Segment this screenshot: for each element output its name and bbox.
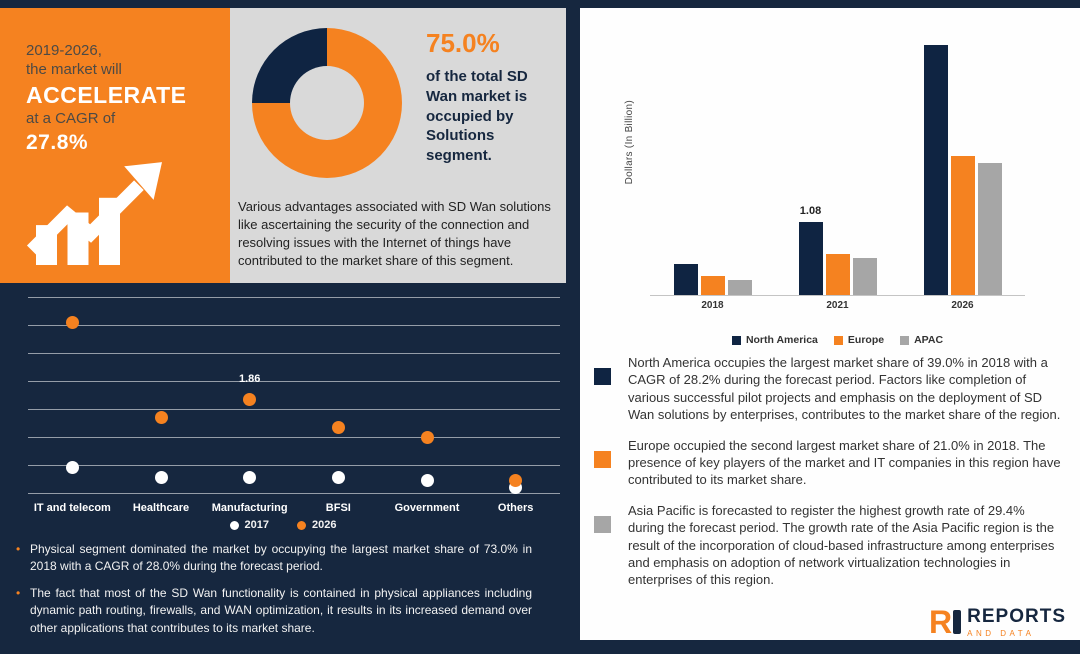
category-label: IT and telecom bbox=[33, 502, 111, 514]
logo-text: REPORTS AND DATA bbox=[967, 607, 1066, 638]
legend-item: APAC bbox=[900, 334, 943, 346]
cagr-value: 27.8% bbox=[26, 130, 89, 154]
bar-north-america bbox=[798, 221, 823, 295]
logo-name: REPORTS bbox=[967, 605, 1066, 627]
region-note-europe: Europe occupied the second largest marke… bbox=[594, 437, 1064, 489]
dot-2026 bbox=[420, 431, 434, 445]
category-label: Others bbox=[497, 502, 534, 514]
segments-panel: IT and telecom Healthcare Manufacturing BFS… bbox=[0, 283, 566, 654]
region-note-north-america: North America occupies the largest marke… bbox=[594, 354, 1064, 424]
dot-plot-legend: 2017 2026 bbox=[0, 519, 566, 531]
vertical-divider bbox=[566, 0, 580, 654]
tick-label: 2018 bbox=[701, 300, 724, 311]
top-bar bbox=[0, 0, 1080, 8]
gridline bbox=[28, 409, 560, 410]
gridline bbox=[28, 493, 560, 494]
reports-and-data-logo: R REPORTS AND DATA bbox=[929, 606, 1066, 638]
bar-north-america bbox=[673, 263, 698, 295]
bar-europe bbox=[950, 156, 975, 295]
legend-item: Europe bbox=[833, 334, 885, 346]
gridline bbox=[28, 353, 560, 354]
legend-swatch bbox=[731, 335, 741, 345]
bar-north-america bbox=[923, 44, 948, 295]
logo-subtitle: AND DATA bbox=[967, 628, 1035, 638]
legend-label: 2017 bbox=[244, 519, 269, 531]
accelerate-line-cagr: at a CAGR of bbox=[26, 109, 116, 127]
solutions-callout: 75.0% of the total SD Wan market is occu… bbox=[426, 28, 558, 166]
gridline bbox=[28, 465, 560, 466]
accelerate-line-market: the market will bbox=[26, 60, 122, 78]
dot-2026 bbox=[331, 421, 345, 435]
bar-europe bbox=[700, 276, 725, 295]
growth-arrow-icon bbox=[26, 162, 162, 265]
category-label: Healthcare bbox=[132, 502, 190, 514]
bar-legend: North America Europe APAC bbox=[650, 334, 1025, 346]
logo-bracket bbox=[953, 610, 962, 634]
dot-2017 bbox=[65, 461, 79, 475]
solutions-percent: 75.0% bbox=[426, 28, 500, 58]
europe-bullet-square bbox=[594, 450, 611, 468]
tick-label: 2021 bbox=[826, 300, 849, 311]
category-label: Government bbox=[394, 502, 460, 514]
gridline bbox=[28, 325, 560, 326]
segment-dot-plot: IT and telecom Healthcare Manufacturing BFS… bbox=[28, 297, 560, 514]
legend-label: 2026 bbox=[312, 519, 337, 531]
legend-swatch bbox=[900, 335, 910, 345]
legend-label: APAC bbox=[914, 334, 944, 346]
dot-2017 bbox=[331, 471, 345, 485]
legend-item: 2017 bbox=[229, 519, 269, 531]
data-label: 1.86 bbox=[238, 372, 261, 385]
bar-apac bbox=[727, 280, 752, 295]
dot-2017 bbox=[243, 471, 257, 485]
legend-item: 2026 bbox=[297, 519, 336, 531]
region-notes: North America occupies the largest marke… bbox=[594, 354, 1064, 602]
gridline bbox=[28, 297, 560, 298]
solutions-panel: 75.0% of the total SD Wan market is occu… bbox=[230, 8, 566, 283]
tick-label: 2026 bbox=[951, 300, 974, 311]
accelerate-text: 2019-2026, the market will ACCELERATE at… bbox=[26, 42, 204, 155]
category-label: BFSI bbox=[325, 502, 351, 514]
legend-swatch bbox=[833, 335, 843, 345]
logo-letter: R bbox=[929, 604, 953, 640]
dot-2026 bbox=[243, 393, 257, 407]
legend-label: Europe bbox=[847, 334, 885, 346]
regional-panel: Dollars (In Billion) 2018 2021 2026 1.08 No… bbox=[580, 8, 1080, 640]
gridline bbox=[28, 381, 560, 382]
solutions-headline: of the total SD Wan market is occupied b… bbox=[426, 68, 528, 165]
region-note-text: Europe occupied the second largest marke… bbox=[628, 437, 1061, 488]
logo-mark: R bbox=[929, 604, 962, 640]
bar-apac bbox=[977, 163, 1002, 295]
bar-apac bbox=[852, 257, 877, 295]
bottom-bar bbox=[0, 640, 1080, 654]
region-note-text: Asia Pacific is forecasted to register t… bbox=[628, 502, 1055, 588]
dot-2026 bbox=[65, 315, 79, 329]
region-note-text: North America occupies the largest marke… bbox=[628, 355, 1061, 423]
bullet-item: The fact that most of the SD Wan functio… bbox=[16, 585, 532, 637]
accelerate-headline: ACCELERATE bbox=[26, 81, 187, 108]
accelerate-line-years: 2019-2026, bbox=[26, 42, 102, 59]
dot-2026 bbox=[154, 411, 168, 425]
solutions-description: Various advantages associated with SD Wa… bbox=[238, 199, 551, 268]
dot-2026 bbox=[509, 473, 523, 487]
legend-swatch bbox=[297, 520, 306, 530]
dot-2017 bbox=[154, 471, 168, 485]
physical-segment-bullets: Physical segment dominated the market by… bbox=[16, 541, 532, 646]
category-label: Manufacturing bbox=[211, 502, 288, 514]
data-label: 1.08 bbox=[799, 204, 822, 217]
legend-item: North America bbox=[731, 334, 818, 346]
accelerate-panel: 2019-2026, the market will ACCELERATE at… bbox=[0, 8, 230, 283]
asia-pacific-bullet-square bbox=[594, 515, 611, 533]
dot-2017 bbox=[420, 473, 434, 487]
bullet-item: Physical segment dominated the market by… bbox=[16, 541, 532, 576]
solutions-donut-chart bbox=[252, 28, 402, 178]
gridline bbox=[28, 437, 560, 438]
regional-bar-plot: 2018 2021 2026 1.08 bbox=[650, 38, 1025, 311]
region-note-asia-pacific: Asia Pacific is forecasted to register t… bbox=[594, 502, 1064, 589]
north-america-bullet-square bbox=[594, 368, 611, 385]
legend-swatch bbox=[229, 520, 239, 530]
bar-europe bbox=[825, 254, 850, 295]
bar-y-axis-label: Dollars (In Billion) bbox=[624, 100, 635, 185]
legend-label: North America bbox=[745, 334, 818, 346]
